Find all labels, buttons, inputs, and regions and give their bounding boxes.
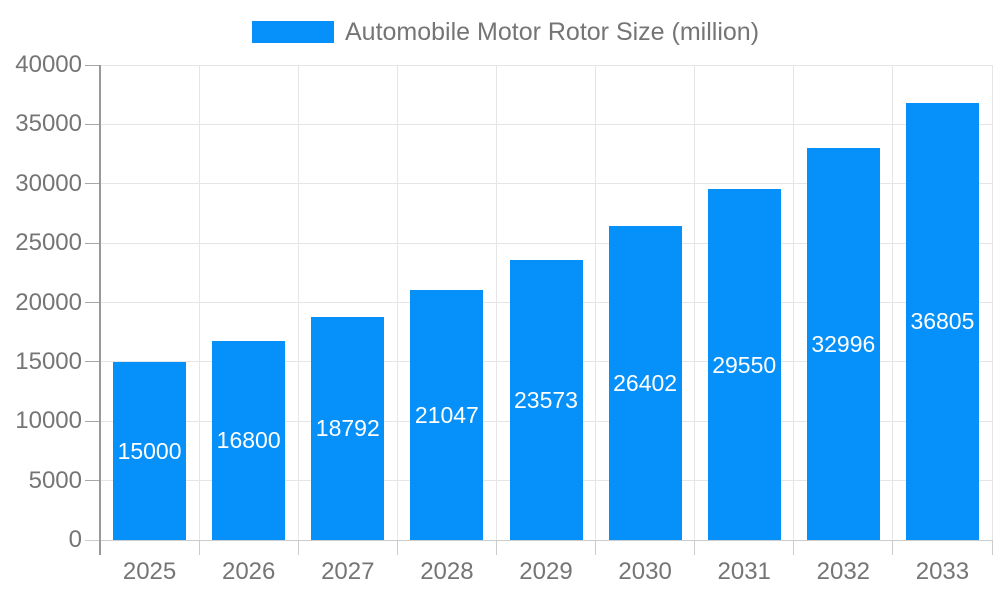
x-axis-tick [793, 540, 795, 555]
x-tick-label: 2027 [321, 558, 375, 585]
x-tick-label: 2030 [618, 558, 672, 585]
v-gridline [991, 65, 993, 540]
x-tick-label: 2028 [420, 558, 474, 585]
y-tick-label: 5000 [28, 466, 82, 494]
y-tick-label: 0 [68, 526, 82, 553]
x-axis-tick [892, 540, 894, 555]
h-gridline [100, 123, 992, 125]
y-axis-tick [85, 183, 100, 185]
x-axis-tick [198, 540, 200, 555]
v-gridline [793, 65, 795, 540]
x-tick-label: 2033 [915, 558, 970, 585]
bar-value-label: 29550 [712, 351, 777, 378]
bar [608, 226, 682, 540]
x-axis-tick [694, 540, 696, 555]
x-axis-tick [495, 540, 497, 555]
y-axis-tick [85, 420, 100, 422]
bar [212, 340, 286, 540]
x-tick-label: 2029 [519, 558, 573, 585]
x-tick-label: 2032 [816, 558, 871, 585]
v-gridline [694, 65, 696, 540]
v-gridline [892, 65, 894, 540]
y-axis-tick [85, 123, 100, 125]
y-axis-tick [85, 302, 100, 303]
y-tick-label: 35000 [15, 110, 82, 138]
bar-value-label: 36805 [910, 308, 975, 335]
x-tick-label: 2026 [221, 558, 276, 585]
bar-value-label: 18792 [315, 415, 380, 442]
bar [113, 361, 187, 540]
y-axis-tick [85, 480, 100, 482]
bar-value-label: 23573 [514, 387, 578, 414]
bar [806, 148, 880, 540]
h-gridline [100, 183, 992, 185]
x-tick-label: 2031 [717, 558, 771, 585]
legend-swatch-icon [252, 21, 334, 43]
legend-label: Automobile Motor Rotor Size (million) [345, 18, 760, 46]
bar-value-label: 26402 [613, 370, 678, 397]
x-tick-label: 2025 [122, 558, 177, 585]
bar [410, 290, 484, 540]
chart-legend: Automobile Motor Rotor Size (million) [0, 0, 1000, 55]
bar-value-label: 15000 [117, 437, 182, 464]
bar-value-label: 16800 [216, 427, 281, 454]
y-tick-label: 30000 [15, 169, 82, 197]
bar-value-label: 32996 [811, 331, 876, 358]
y-axis-tick [85, 242, 100, 244]
x-axis-tick [297, 540, 299, 555]
x-axis-tick [595, 540, 597, 555]
x-axis-line [85, 539, 992, 541]
bar [905, 102, 979, 540]
bar [311, 316, 385, 540]
y-axis-tick [85, 64, 100, 66]
bar [509, 260, 583, 540]
x-axis-tick [991, 540, 993, 555]
v-gridline [297, 65, 299, 540]
v-gridline [495, 65, 497, 540]
y-axis-line [99, 65, 101, 555]
h-gridline [100, 64, 992, 66]
y-tick-label: 15000 [15, 347, 82, 375]
y-tick-label: 20000 [15, 288, 82, 316]
y-tick-label: 40000 [15, 51, 82, 78]
y-tick-label: 10000 [15, 407, 82, 435]
v-gridline [198, 65, 200, 540]
bar-value-label: 21047 [414, 402, 479, 429]
v-gridline [595, 65, 597, 540]
y-tick-label: 25000 [15, 229, 82, 257]
x-axis-tick [396, 540, 398, 555]
v-gridline [396, 65, 398, 540]
h-gridline [100, 242, 992, 244]
bar [707, 189, 781, 540]
y-axis-tick [85, 361, 100, 363]
